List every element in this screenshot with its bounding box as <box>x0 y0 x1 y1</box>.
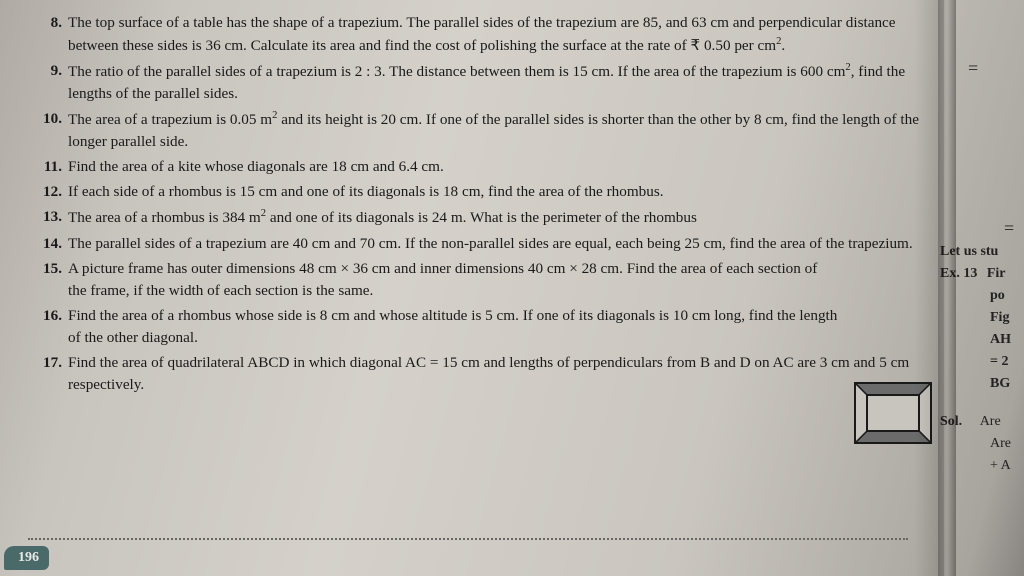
question-list: 8.The top surface of a table has the sha… <box>0 0 928 396</box>
question-item: 16.Find the area of a rhombus whose side… <box>28 305 928 349</box>
plus-a-text: + A <box>990 458 1011 474</box>
question-item: 10.The area of a trapezium is 0.05 m2 an… <box>28 108 928 153</box>
question-text: Find the area of a kite whose diagonals … <box>68 156 928 178</box>
question-number: 13. <box>28 206 68 229</box>
example-label: Ex. 13 <box>940 266 977 281</box>
question-item: 8.The top surface of a table has the sha… <box>28 12 928 57</box>
fig-text: Fig <box>990 310 1009 326</box>
question-text: The ratio of the parallel sides of a tra… <box>68 60 928 105</box>
question-item: 13.The area of a rhombus is 384 m2 and o… <box>28 206 928 229</box>
picture-frame-figure <box>854 382 932 444</box>
question-number: 15. <box>28 258 68 302</box>
question-number: 9. <box>28 60 68 105</box>
sol-label: Sol. <box>940 414 962 429</box>
question-number: 8. <box>28 12 68 57</box>
question-text: The area of a trapezium is 0.05 m2 and i… <box>68 108 928 153</box>
question-number: 17. <box>28 352 68 396</box>
dotted-divider <box>28 538 908 540</box>
bg-text: BG <box>990 376 1010 392</box>
equals-sign: = <box>968 58 978 79</box>
ah-text: AH <box>990 332 1011 348</box>
question-item: 14.The parallel sides of a trapezium are… <box>28 233 928 255</box>
question-text: A picture frame has outer dimensions 48 … <box>68 258 928 302</box>
eq2-text: = 2 <box>990 354 1008 370</box>
question-item: 9.The ratio of the parallel sides of a t… <box>28 60 928 105</box>
question-number: 14. <box>28 233 68 255</box>
question-text: The parallel sides of a trapezium are 40… <box>68 233 928 255</box>
are-text-2: Are <box>990 436 1011 452</box>
question-number: 16. <box>28 305 68 349</box>
fir-text: Fir <box>987 266 1006 281</box>
po-text: po <box>990 288 1005 304</box>
question-number: 10. <box>28 108 68 153</box>
question-text: Find the area of a rhombus whose side is… <box>68 305 928 349</box>
question-number: 12. <box>28 181 68 203</box>
page-number-badge: 196 <box>4 546 49 570</box>
question-item: 11.Find the area of a kite whose diagona… <box>28 156 928 178</box>
question-text: The top surface of a table has the shape… <box>68 12 928 57</box>
question-item: 17.Find the area of quadrilateral ABCD i… <box>28 352 928 396</box>
question-text: If each side of a rhombus is 15 cm and o… <box>68 181 928 203</box>
question-number: 11. <box>28 156 68 178</box>
equals-sign-2: = <box>1004 218 1014 239</box>
right-page-sliver: = = Let us stu Ex. 13 Fir po Fig AH = 2 … <box>938 0 1024 576</box>
question-item: 12.If each side of a rhombus is 15 cm an… <box>28 181 928 203</box>
question-item: 15.A picture frame has outer dimensions … <box>28 258 928 302</box>
question-text: Find the area of quadrilateral ABCD in w… <box>68 352 928 396</box>
are-text-1: Are <box>980 414 1001 429</box>
let-us-text: Let us stu <box>940 244 998 260</box>
question-text: The area of a rhombus is 384 m2 and one … <box>68 206 928 229</box>
